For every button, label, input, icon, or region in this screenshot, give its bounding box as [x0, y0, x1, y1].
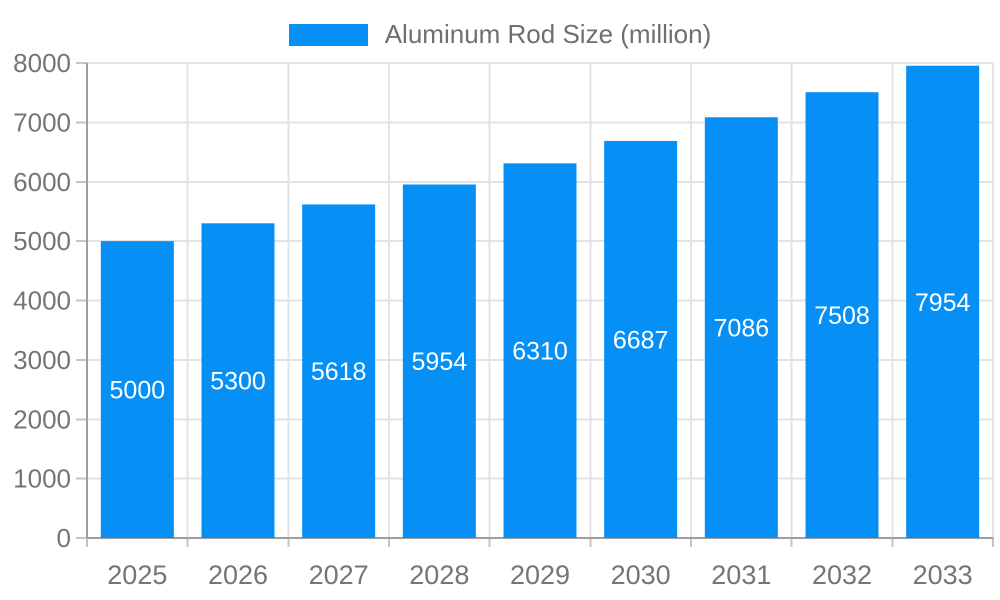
- y-axis-label: 7000: [13, 107, 71, 137]
- legend[interactable]: Aluminum Rod Size (million): [0, 19, 1000, 50]
- bar-2026[interactable]: [201, 223, 275, 538]
- y-axis-label: 0: [57, 523, 71, 553]
- y-axis-label: 3000: [13, 345, 71, 375]
- x-axis-label: 2033: [913, 560, 973, 590]
- bar-value-label: 5000: [110, 377, 166, 405]
- y-axis-label: 4000: [13, 286, 71, 316]
- x-axis-label: 2027: [309, 560, 369, 590]
- bar-2025[interactable]: [100, 241, 174, 538]
- x-axis-label: 2029: [510, 560, 570, 590]
- x-axis-label: 2028: [409, 560, 469, 590]
- bar-value-label: 6310: [512, 338, 568, 366]
- x-axis-label: 2030: [611, 560, 671, 590]
- x-axis-label: 2025: [107, 560, 167, 590]
- bar-2029[interactable]: [503, 163, 577, 538]
- bar-2030[interactable]: [604, 140, 678, 538]
- bar-2031[interactable]: [704, 117, 778, 539]
- x-axis-label: 2031: [711, 560, 771, 590]
- bar-value-label: 7086: [714, 315, 770, 343]
- bar-value-label: 5618: [311, 358, 367, 386]
- bar-value-label: 5300: [210, 368, 266, 396]
- y-axis-label: 8000: [13, 48, 71, 78]
- bar-value-label: 7954: [915, 289, 971, 317]
- bar-2028[interactable]: [402, 184, 476, 538]
- x-axis-label: 2026: [208, 560, 268, 590]
- legend-label: Aluminum Rod Size (million): [384, 19, 712, 49]
- y-axis-label: 2000: [13, 404, 71, 434]
- x-axis-label: 2032: [812, 560, 872, 590]
- bar-value-label: 5954: [412, 348, 468, 376]
- y-axis-label: 6000: [13, 167, 71, 197]
- bar-2027[interactable]: [302, 204, 376, 538]
- y-axis-label: 5000: [13, 226, 71, 256]
- bar-value-label: 7508: [814, 302, 870, 330]
- bar-2033[interactable]: [906, 65, 980, 538]
- y-axis-label: 1000: [13, 464, 71, 494]
- legend-swatch-icon: [288, 23, 368, 46]
- bar-value-label: 6687: [613, 326, 669, 354]
- bar-2032[interactable]: [805, 92, 879, 539]
